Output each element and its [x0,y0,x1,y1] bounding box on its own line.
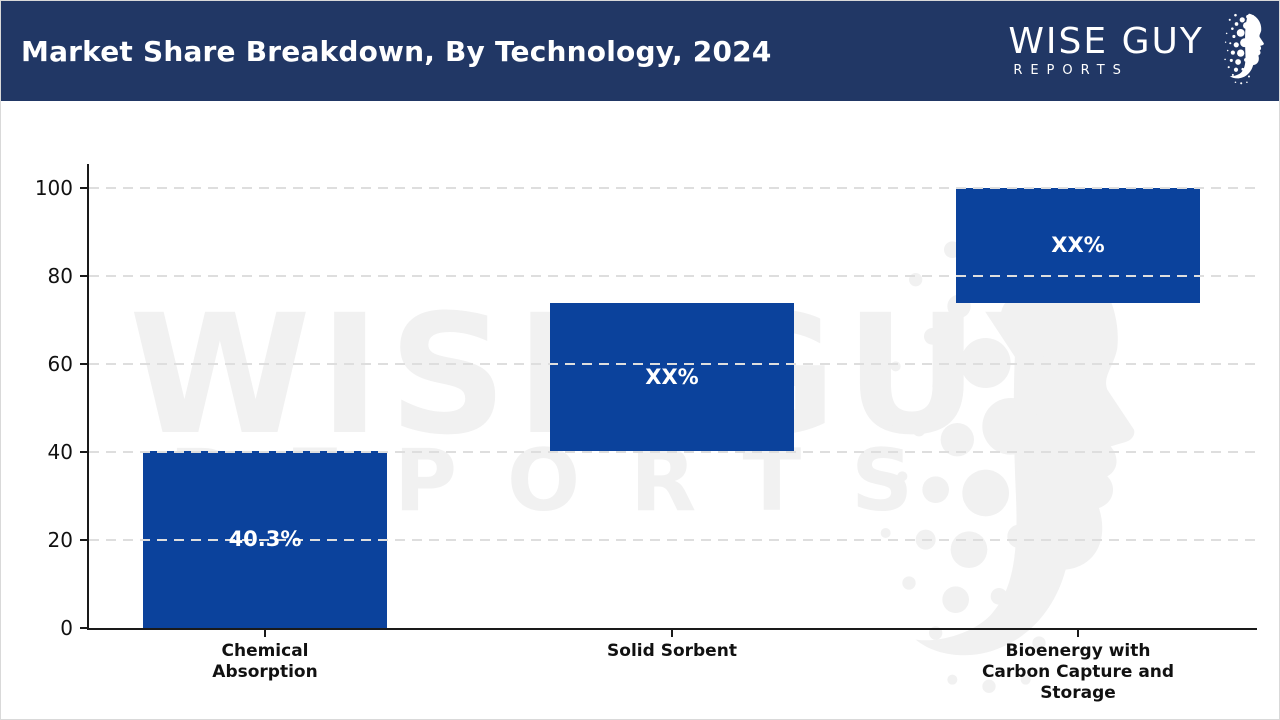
x-axis [87,628,1257,630]
gridline [89,539,1257,542]
gridline [89,187,1257,190]
y-axis [87,164,89,630]
header-bar: Market Share Breakdown, By Technology, 2… [1,1,1279,101]
y-tick [80,187,87,190]
y-tick [80,275,87,278]
gridline [89,363,1257,366]
logo-face-icon [1210,11,1267,89]
bar-value-label: 40.3% [228,527,302,552]
chart-title: Market Share Breakdown, By Technology, 2… [21,34,772,68]
gridline [89,275,1257,278]
y-tick-label: 60 [47,352,73,377]
gridline [89,451,1257,454]
y-tick-label: 80 [47,264,73,289]
wise-guy-reports-logo: WISE GUY REPORTS [1008,11,1267,89]
y-tick [80,539,87,542]
y-tick-label: 20 [47,528,73,553]
logo-wordmark-line2: REPORTS [1013,63,1129,78]
y-tick [80,627,87,629]
y-tick [80,363,87,366]
y-tick [80,451,87,454]
x-tick [1077,630,1079,637]
chart-area: WISE GUY REPORTS 40.3% XX% XX% 0 20 40 60 80 100… [1,101,1279,719]
y-tick-label: 40 [47,440,73,465]
logo-wordmark-line1: WISE GUY [1008,21,1204,62]
y-tick-label: 0 [60,616,73,640]
bar-value-label: XX% [1051,233,1105,258]
bar-value-label: XX% [645,364,699,389]
category-label: Solid Sorbent [607,641,737,661]
logo-wordmark: WISE GUY REPORTS [1008,21,1204,79]
category-label: Bioenergy with Carbon Capture and Storag… [981,641,1175,703]
category-label: Chemical Absorption [212,641,318,682]
bar [550,302,794,451]
y-tick-label: 100 [34,176,73,201]
x-tick [264,630,266,637]
x-tick [671,630,673,637]
